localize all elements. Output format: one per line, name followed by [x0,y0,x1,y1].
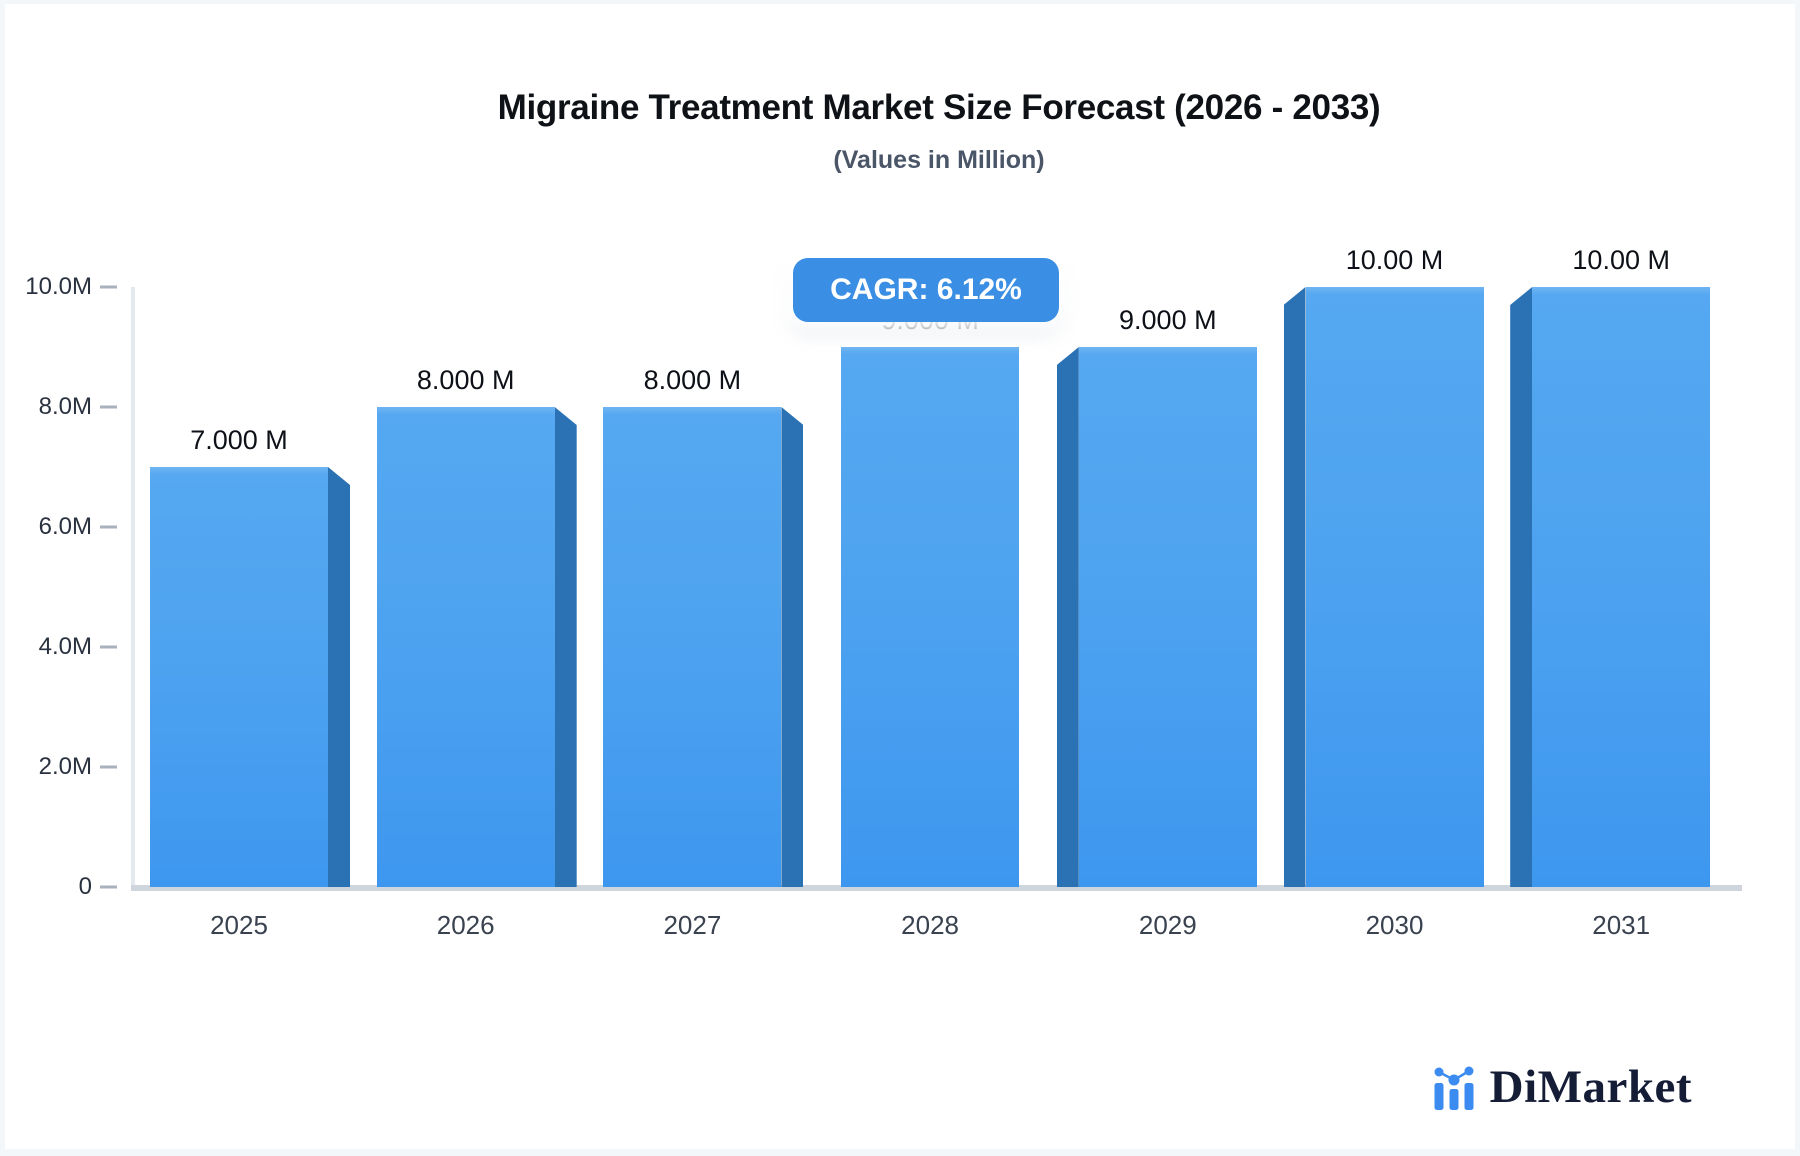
y-axis-line [131,287,135,888]
bar-value-label-2031: 10.00 M [1572,245,1670,275]
y-tick-label-2: 2.0M [38,753,92,780]
bar-side-2027 [781,407,804,887]
y-tick-label-10: 10.0M [25,273,92,300]
y-tick-mark-6 [100,525,117,529]
y-tick-label-0: 0 [78,873,92,900]
bar-side-2029 [1056,347,1079,887]
y-tick-mark-4 [100,645,117,649]
y-tick-mark-8 [100,405,117,409]
bar-2026[interactable] [376,407,555,887]
y-tick-label-4: 4.0M [38,633,92,660]
bar-value-label-2026: 8.000 M [416,365,515,395]
dimarket-logo-text: DiMarket [1489,1060,1692,1113]
bar-2029[interactable] [1078,347,1257,887]
bar-side-2026 [554,407,577,887]
x-axis-baseline [131,885,1742,891]
y-tick-mark-0 [100,885,117,889]
bar-side-2030 [1283,287,1306,887]
x-tick-label-2026: 2026 [436,910,495,940]
bar-side-2031 [1510,287,1533,887]
bar-side-2025 [328,467,350,887]
x-tick-label-2029: 2029 [1138,910,1197,940]
bar-2025[interactable] [150,467,328,887]
bar-value-label-2029: 9.000 M [1119,305,1217,335]
y-tick-label-6: 6.0M [38,513,92,540]
x-tick-label-2031: 2031 [1592,910,1651,940]
bar-value-label-2025: 7.000 M [190,425,288,455]
bar-2030[interactable] [1305,287,1484,887]
x-tick-label-2028: 2028 [901,910,960,940]
x-tick-label-2027: 2027 [663,910,722,940]
dimarket-logo[interactable]: DiMarket [1432,1062,1692,1112]
y-tick-mark-10 [100,285,117,289]
dimarket-logo-icon [1432,1062,1476,1112]
bar-value-label-2027: 8.000 M [643,365,742,395]
y-tick-mark-2 [100,765,117,769]
bar-2031[interactable] [1532,287,1711,887]
x-tick-label-2030: 2030 [1365,910,1424,940]
x-tick-label-2025: 2025 [210,910,268,940]
bar-value-label-2030: 10.00 M [1345,245,1444,275]
bar-2027[interactable] [603,407,782,887]
cagr-badge: CAGR: 6.12% [793,258,1059,322]
bar-2028[interactable] [841,347,1020,887]
y-tick-label-8: 8.0M [38,393,92,420]
